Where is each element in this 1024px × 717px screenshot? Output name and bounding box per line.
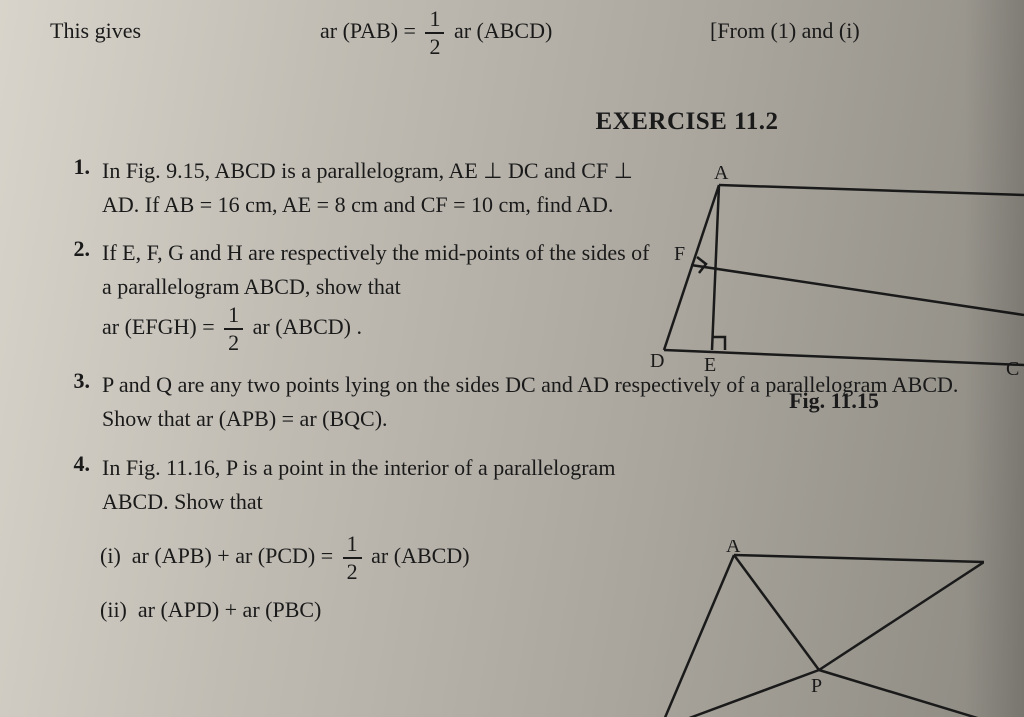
- q2-eq-lhs: ar (EFGH) =: [102, 314, 215, 339]
- figure-caption: Fig. 11.15: [644, 388, 1024, 414]
- question-number: 1.: [50, 154, 102, 180]
- sub-label: (ii): [100, 597, 127, 622]
- label-C: C: [1006, 358, 1019, 375]
- label-P: P: [811, 675, 822, 697]
- question-body: In Fig. 9.15, ABCD is a parallelogram, A…: [102, 154, 662, 222]
- label-A: A: [714, 165, 729, 184]
- intro-source: [From (1) and (i): [710, 18, 1004, 44]
- intro-line: This gives ar (PAB) = 1 2 ar (ABCD) [Fro…: [50, 8, 1004, 58]
- q2-text: If E, F, G and H are respectively the mi…: [102, 240, 650, 299]
- figure-11-15: A D E F C Fig. 11.15: [644, 165, 1024, 414]
- question-number: 4.: [50, 451, 102, 477]
- q4-text: In Fig. 11.16, P is a point in the inter…: [102, 455, 615, 514]
- sub-i-rhs: ar (ABCD): [371, 543, 469, 568]
- q2-eq-rhs: ar (ABCD) .: [253, 314, 362, 339]
- question-number: 2.: [50, 236, 102, 262]
- question-body: If E, F, G and H are respectively the mi…: [102, 236, 662, 354]
- eq-lhs: ar (PAB) =: [320, 18, 416, 43]
- figure-11-16: A P: [644, 540, 984, 717]
- eq-rhs: ar (ABCD): [454, 18, 552, 43]
- label-D: D: [650, 350, 664, 372]
- figure-11-16-svg: A P: [644, 540, 984, 717]
- fraction: 1 2: [224, 304, 243, 354]
- fraction-num: 1: [224, 304, 243, 330]
- fraction-den: 2: [425, 34, 444, 58]
- fraction-num: 1: [343, 533, 362, 559]
- fraction: 1 2: [425, 8, 444, 58]
- question-4: 4. In Fig. 11.16, P is a point in the in…: [50, 451, 1004, 519]
- label-A: A: [726, 540, 741, 557]
- sub-label: (i): [100, 543, 121, 568]
- intro-lead: This gives: [50, 18, 320, 44]
- intro-equation: ar (PAB) = 1 2 ar (ABCD): [320, 8, 710, 58]
- fraction-num: 1: [425, 8, 444, 34]
- fraction-den: 2: [224, 330, 243, 354]
- question-body: In Fig. 11.16, P is a point in the inter…: [102, 451, 662, 519]
- fraction-den: 2: [343, 559, 362, 583]
- sub-ii-lhs: ar (APD) + ar (PBC): [138, 597, 322, 622]
- question-number: 3.: [50, 368, 102, 394]
- label-F: F: [674, 243, 685, 265]
- figure-11-15-svg: A D E F C: [644, 165, 1024, 375]
- sub-i-lhs: ar (APB) + ar (PCD) =: [132, 543, 333, 568]
- label-E: E: [704, 354, 716, 375]
- exercise-heading: EXERCISE 11.2: [370, 108, 1004, 136]
- fraction: 1 2: [343, 533, 362, 583]
